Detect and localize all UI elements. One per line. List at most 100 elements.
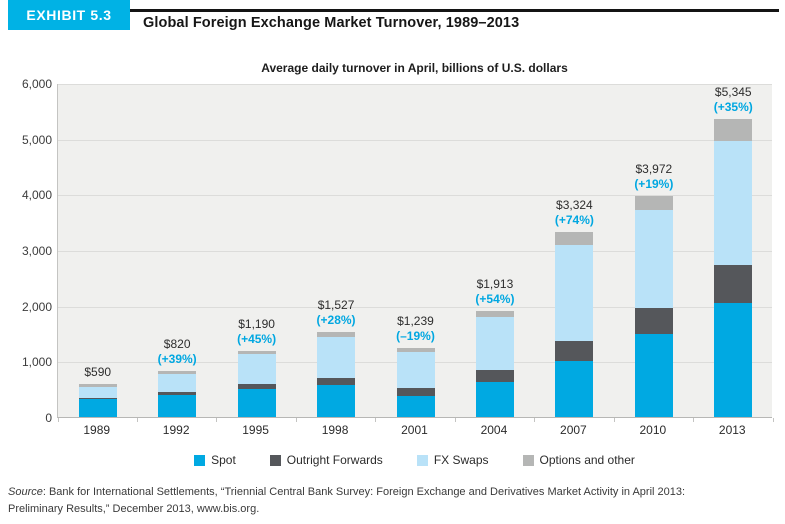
y-tick-label: 2,000 [21,299,52,314]
legend-item: Outright Forwards [269,453,383,467]
legend-label: Outright Forwards [286,453,383,467]
bar-segment [555,231,594,246]
bar-segment [158,391,197,396]
bar-pct-label: (+28%) [316,313,356,327]
x-tickmark [136,418,138,422]
bar-segment [634,209,673,308]
bar-segment [78,399,117,417]
bar-segment [555,361,594,417]
x-tickmark [534,418,536,422]
bar-segment [158,373,197,392]
bar-segment [237,350,276,354]
y-tick-label: 5,000 [21,132,52,147]
bar-segment [475,370,514,382]
x-tick-label: 2004 [480,423,508,437]
bar-total-label: $1,527 [317,298,355,312]
bar-label: $1,190 (+45%) [217,317,296,347]
stacked-bar [555,231,594,417]
bar-label: $590 [58,365,137,380]
exhibit-tag-label: EXHIBIT 5.3 [26,7,112,23]
bar-pct-label: (+54%) [475,291,515,306]
bar-segment [475,381,514,417]
bar-total-label: $590 [84,365,112,380]
x-tick-label: 1998 [321,423,349,437]
bar-segment [396,348,435,352]
x-tick-label: 1989 [83,423,111,437]
bar-label: $5,345 (+35%) [694,85,773,115]
bar-total-label: $1,239 [397,314,434,329]
bar-label: $1,239 (–19%) [376,314,455,344]
legend-label: FX Swaps [433,453,489,467]
stacked-bar [237,350,276,417]
bar-label: $3,972 (+19%) [614,162,693,192]
x-tickmark [772,418,774,422]
bar-segment [78,387,117,398]
bar-segment [78,397,117,400]
legend-swatch [416,454,428,466]
bar-segment [237,353,276,385]
legend: Spot Outright Forwards FX Swaps Options and… [57,453,772,467]
x-tickmark [693,418,695,422]
chart-title: Average daily turnover in April, billion… [261,61,568,75]
source-note: Source: Bank for International Settlemen… [8,484,778,517]
bar-segment [714,119,753,142]
stacked-bar [78,384,117,417]
x-tickmark [295,418,297,422]
bar-segment [317,337,356,379]
x-tick-label: 2001 [401,423,428,437]
bar-segment [634,334,673,417]
bar-pct-label: (+74%) [554,212,594,227]
legend-item: Spot [194,453,236,467]
y-tick-label: 1,000 [21,355,52,370]
bar-segment [396,395,435,417]
exhibit-title: Global Foreign Exchange Market Turnover,… [143,15,520,31]
gridline [58,306,772,308]
bar-pct-label: (+39%) [157,352,197,367]
source-line2: Preliminary Results,” December 2013, www… [8,502,260,515]
x-tick-label: 1992 [162,423,190,437]
bar-label: $1,527 (+28%) [296,298,375,328]
gridline [58,195,772,197]
gridline [58,251,772,252]
bar-segment [555,245,594,341]
x-tick-label: 2007 [560,423,587,437]
legend-swatch [522,454,534,466]
stacked-bar [396,348,435,417]
bar-label: $1,913 (+54%) [455,277,534,307]
bar-pct-label: (+45%) [237,331,277,346]
bar-segment [396,388,435,396]
source-prefix: Source [8,486,43,498]
bar-total-label: $1,190 [238,316,275,331]
x-tickmark [375,418,377,422]
bar-segment [475,310,514,318]
bar-pct-label: (–19%) [396,329,435,344]
bar-total-label: $3,324 [556,197,593,212]
stacked-bar [158,371,197,417]
bar-segment [158,371,197,374]
y-tick-label: 6,000 [21,77,52,91]
legend-item: FX Swaps [416,453,489,467]
source-line1: : Bank for International Settlements, “T… [42,486,686,498]
bar-segment [634,307,673,335]
bar-segment [237,384,276,390]
bar-segment [475,317,514,371]
y-tick-label: 4,000 [21,188,52,203]
plot-area: $590 $820 (+39%) $1,190 (+45%) $1,527 (+28%) $1… [57,84,774,422]
legend-label: Options and other [539,453,635,467]
gridline [58,84,772,85]
bar-total-label: $3,972 [635,161,673,176]
bar-segment [396,351,435,389]
header-rule [130,9,779,12]
stacked-bar [475,310,514,417]
stacked-bar [317,332,356,417]
bar-segment [158,395,197,417]
y-tick-label: 0 [45,411,52,425]
bar-label: $3,324 (+74%) [535,198,614,228]
bar-total-label: $1,913 [476,276,514,291]
exhibit-tag: EXHIBIT 5.3 [8,0,130,30]
x-tickmark [454,418,456,422]
legend-swatch [194,454,206,466]
legend-swatch [269,454,281,466]
bar-segment [634,195,673,210]
